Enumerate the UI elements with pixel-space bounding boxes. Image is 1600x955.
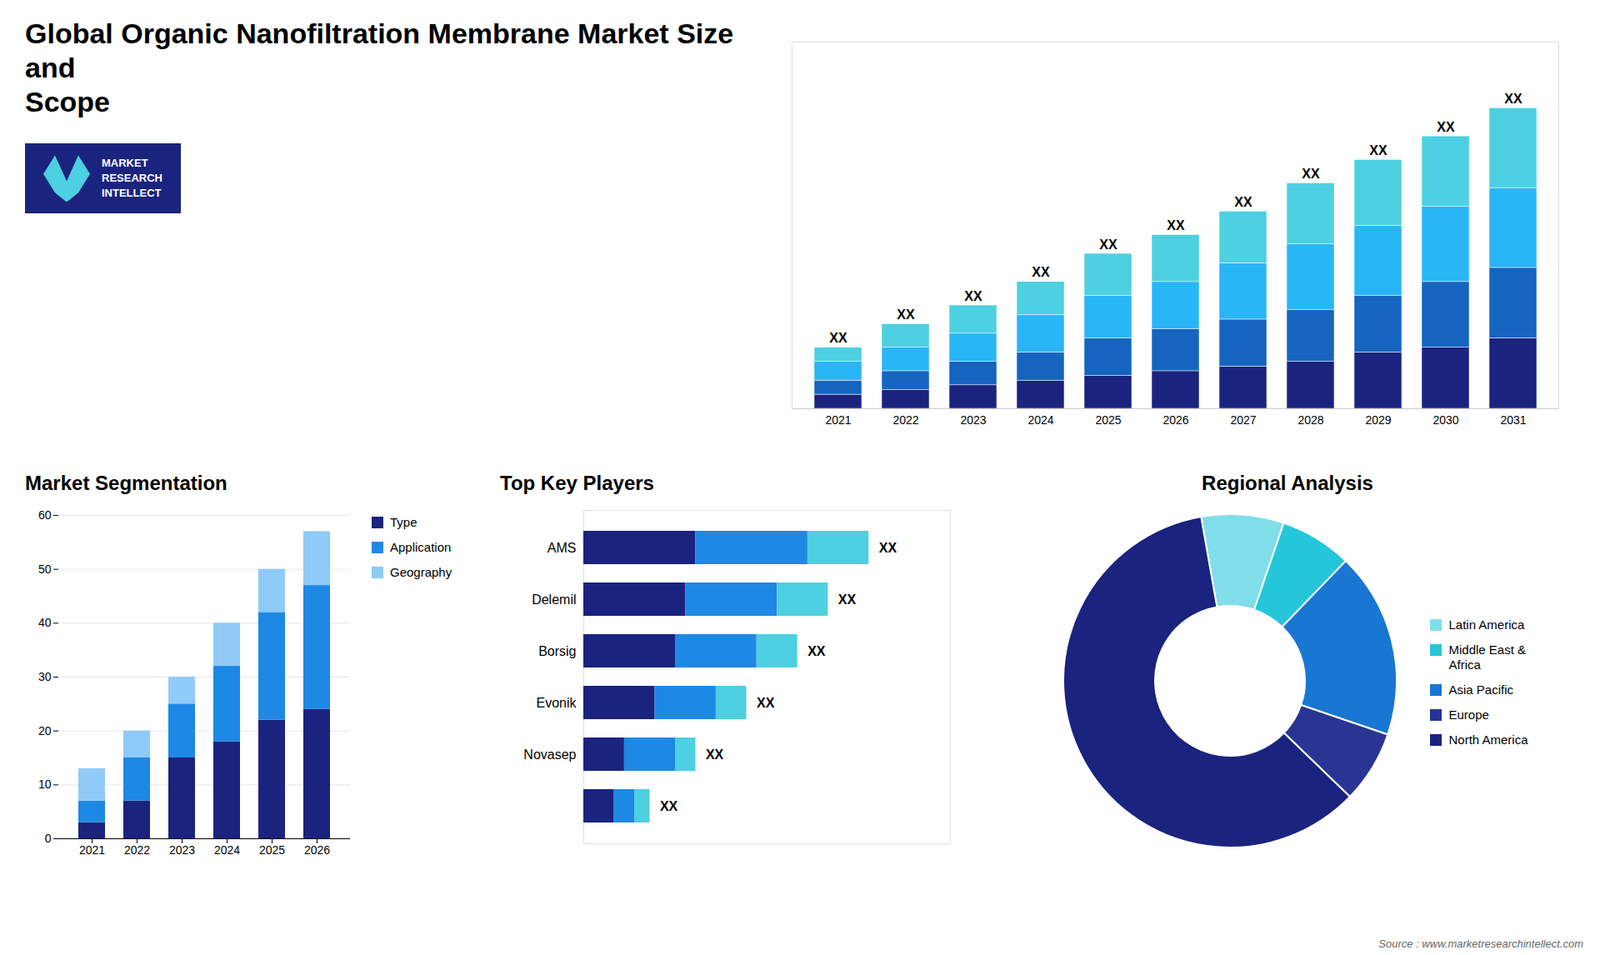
svg-text:2027: 2027 <box>1230 413 1256 427</box>
svg-text:XX: XX <box>1301 166 1320 181</box>
html-text:Europe: Europe <box>1448 707 1489 722</box>
html-text:Top Key Players: Top Key Players <box>500 471 655 495</box>
html-text:Application: Application <box>390 540 452 555</box>
svg-text:2023: 2023 <box>960 413 986 427</box>
svg-text:XX: XX <box>829 330 848 345</box>
svg-text:XX: XX <box>660 799 679 814</box>
svg-text:2022: 2022 <box>892 413 919 427</box>
svg-text:XX: XX <box>1234 195 1253 210</box>
svg-text:20: 20 <box>38 724 52 738</box>
svg-text:XX: XX <box>1166 218 1185 233</box>
html-text:Type: Type <box>390 515 418 530</box>
svg-text:Delemil: Delemil <box>531 592 576 607</box>
svg-text:XX: XX <box>705 747 725 762</box>
svg-text:XX: XX <box>1369 143 1388 158</box>
svg-text:40: 40 <box>38 615 52 630</box>
svg-text:30: 30 <box>38 670 52 684</box>
svg-text:XX: XX <box>1436 120 1455 135</box>
svg-text:XX: XX <box>1099 237 1118 252</box>
svg-text:2023: 2023 <box>169 843 195 857</box>
svg-text:2025: 2025 <box>1095 413 1121 427</box>
html-text:Source : www.marketresearchint: Source : www.marketresearchintellect.com <box>1378 937 1584 950</box>
svg-text:2021: 2021 <box>79 843 105 857</box>
svg-text:XX: XX <box>1504 91 1523 106</box>
svg-text:2029: 2029 <box>1365 413 1391 427</box>
svg-text:Evonik: Evonik <box>535 695 577 710</box>
html-text:Market Segmentation: Market Segmentation <box>25 471 228 495</box>
html-text:Global Organic Nanofiltration: Global Organic Nanofiltration Membrane M… <box>25 17 734 118</box>
svg-text:XX: XX <box>1031 265 1050 280</box>
svg-text:XX: XX <box>807 644 826 659</box>
svg-text:2026: 2026 <box>1162 413 1189 427</box>
html-text:MARKET RESEARCH INTELLECT: MARKET RESEARCH INTELLECT <box>101 156 163 200</box>
svg-text:XX: XX <box>838 592 857 607</box>
svg-text:2030: 2030 <box>1432 413 1459 427</box>
svg-text:2026: 2026 <box>304 843 330 857</box>
svg-text:XX: XX <box>879 540 898 555</box>
svg-text:2022: 2022 <box>124 843 150 857</box>
html-text:Geography: Geography <box>390 565 452 580</box>
svg-text:10: 10 <box>38 777 52 791</box>
svg-text:50: 50 <box>38 562 52 576</box>
html-text:Latin America: Latin America <box>1448 617 1525 632</box>
svg-text:2024: 2024 <box>214 843 240 857</box>
svg-text:60: 60 <box>38 508 52 522</box>
html-text:Asia Pacific: Asia Pacific <box>1448 682 1514 697</box>
html-text:North America: North America <box>1448 732 1528 747</box>
svg-text:XX: XX <box>896 307 915 322</box>
svg-text:XX: XX <box>756 695 775 710</box>
html-text:Regional Analysis: Regional Analysis <box>1201 471 1374 495</box>
svg-text:2031: 2031 <box>1500 413 1526 427</box>
svg-text:0: 0 <box>45 831 52 845</box>
svg-text:XX: XX <box>964 289 983 304</box>
html-text:Middle East & Africa: Middle East & Africa <box>1448 642 1526 672</box>
svg-text:Borsig: Borsig <box>538 644 576 659</box>
svg-text:2024: 2024 <box>1027 413 1054 427</box>
svg-text:2028: 2028 <box>1297 413 1324 427</box>
svg-text:AMS: AMS <box>547 540 577 555</box>
svg-text:2021: 2021 <box>825 413 851 427</box>
svg-text:2025: 2025 <box>259 843 285 857</box>
svg-text:Novasep: Novasep <box>523 747 576 762</box>
